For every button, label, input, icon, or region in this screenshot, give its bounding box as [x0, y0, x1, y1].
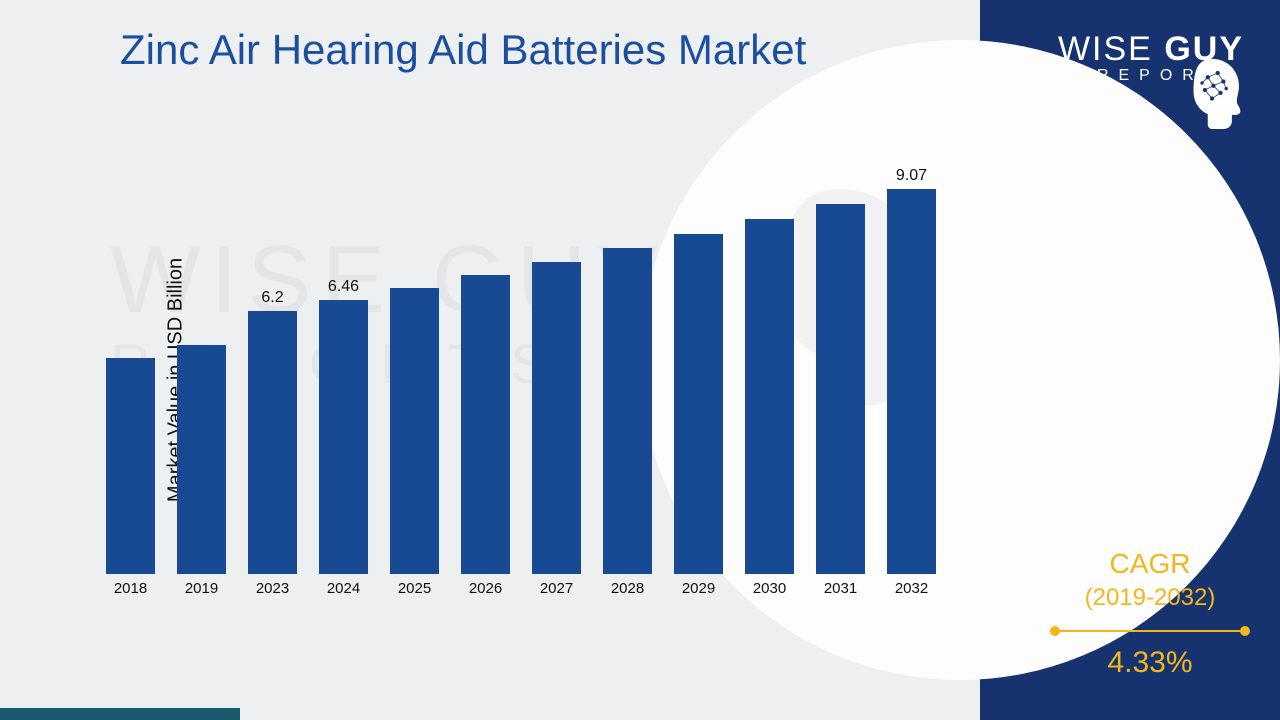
x-tick: 2018	[106, 580, 155, 610]
cagr-value: 4.33%	[1020, 646, 1280, 680]
bar-2018	[106, 150, 155, 574]
bottom-accent-bar	[0, 708, 240, 720]
bar-2029	[674, 150, 723, 574]
x-tick: 2028	[603, 580, 652, 610]
cagr-block: CAGR (2019-2032) 4.33%	[1020, 548, 1280, 680]
brand-logo: WISE GUY REPORTS	[1058, 30, 1244, 85]
bar	[816, 204, 865, 574]
bar-value-label: 6.2	[248, 289, 297, 307]
brand-head-icon	[1176, 56, 1248, 134]
bar-2019	[177, 150, 226, 574]
plot-area: 6.2 6.46 9.07	[102, 150, 940, 574]
bar-2024: 6.46	[319, 150, 368, 574]
bar	[674, 234, 723, 574]
x-tick: 2027	[532, 580, 581, 610]
bar	[319, 300, 368, 574]
x-tick: 2025	[390, 580, 439, 610]
x-tick: 2024	[319, 580, 368, 610]
x-tick: 2023	[248, 580, 297, 610]
x-tick: 2031	[816, 580, 865, 610]
bar-value-label: 9.07	[887, 167, 936, 185]
page-title: Zinc Air Hearing Aid Batteries Market	[120, 26, 806, 73]
x-tick: 2019	[177, 580, 226, 610]
x-tick: 2029	[674, 580, 723, 610]
bar	[390, 288, 439, 574]
cagr-range: (2019-2032)	[1020, 584, 1280, 612]
bar-2030	[745, 150, 794, 574]
bar-chart: Market Value in USD Billion 6.26.469.07 …	[60, 150, 940, 610]
bar	[887, 189, 936, 574]
brand-wise: WISE	[1058, 30, 1164, 68]
x-tick: 2030	[745, 580, 794, 610]
bars-container: 6.2 6.46 9.07	[102, 150, 940, 574]
bar-value-label: 6.46	[319, 278, 368, 296]
bar	[745, 219, 794, 574]
bar	[461, 275, 510, 574]
cagr-title: CAGR	[1020, 548, 1280, 580]
bar-2023: 6.2	[248, 150, 297, 574]
bar	[248, 311, 297, 574]
cagr-divider	[1055, 630, 1245, 632]
x-axis-ticks: 2018 2019 2023 2024 2025 2026 2027 2028 2029 2030…	[102, 574, 940, 610]
bar-2027	[532, 150, 581, 574]
bar-2028	[603, 150, 652, 574]
report-slide: WISE GUYREPORTS WISE GUY REPORTS Zinc Ai…	[0, 0, 1280, 720]
bar-2031	[816, 150, 865, 574]
bar-2025	[390, 150, 439, 574]
bar	[177, 345, 226, 574]
bar-2026	[461, 150, 510, 574]
bar	[603, 248, 652, 574]
bar-2032: 9.07	[887, 150, 936, 574]
x-tick: 2026	[461, 580, 510, 610]
bar	[106, 358, 155, 574]
bar	[532, 262, 581, 574]
x-tick: 2032	[887, 580, 936, 610]
